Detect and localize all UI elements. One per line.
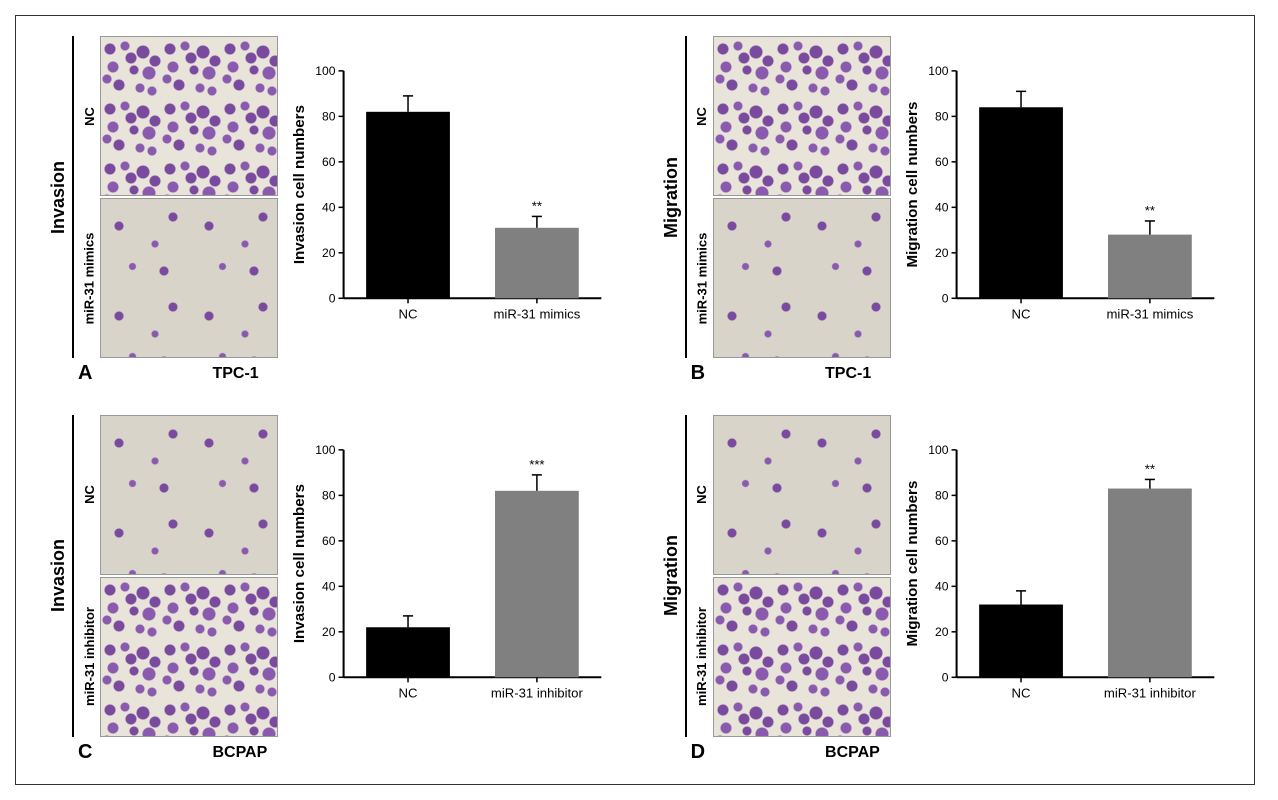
side-label-text: Migration bbox=[661, 535, 682, 616]
svg-text:miR-31 mimics: miR-31 mimics bbox=[1106, 307, 1193, 322]
svg-text:Invasion cell numbers: Invasion cell numbers bbox=[291, 484, 308, 643]
panel-A: Invasion NC miR-31 mimics 0 20 40 60 80 100 bbox=[46, 36, 611, 385]
panel-letter: D bbox=[691, 741, 705, 764]
svg-text:miR-31 inhibitor: miR-31 inhibitor bbox=[491, 685, 584, 700]
panel-D: Migration NC miR-31 inhibitor 02040608 bbox=[659, 415, 1224, 764]
image-top-label: NC bbox=[78, 109, 100, 124]
image-bottom-label: miR-31 mimics bbox=[78, 271, 100, 286]
svg-text:40: 40 bbox=[935, 200, 949, 214]
panel-A-side-label: Invasion bbox=[46, 36, 74, 358]
figure-row-bottom: Invasion NC miR-31 inhibitor 0 20 40 60 80 bbox=[46, 415, 1224, 764]
svg-text:**: ** bbox=[532, 198, 542, 213]
panel-letter: C bbox=[78, 741, 92, 764]
svg-text:**: ** bbox=[1144, 461, 1154, 476]
svg-text:40: 40 bbox=[322, 200, 336, 214]
svg-text:***: *** bbox=[529, 456, 544, 471]
svg-text:100: 100 bbox=[928, 442, 948, 456]
panel-D-images: NC miR-31 inhibitor bbox=[691, 415, 891, 737]
cell-line-label: BCPAP bbox=[825, 744, 880, 762]
panel-D-chart: 0 20 40 60 80 100 NC miR-31 inhibitor ** Migratio… bbox=[901, 415, 1224, 737]
panel-letter: A bbox=[78, 362, 92, 385]
image-top-label: NC bbox=[691, 487, 713, 502]
svg-text:20: 20 bbox=[935, 246, 949, 260]
svg-text:miR-31 inhibitor: miR-31 inhibitor bbox=[1103, 685, 1196, 700]
svg-text:60: 60 bbox=[322, 533, 336, 547]
svg-text:0: 0 bbox=[941, 670, 948, 684]
svg-text:**: ** bbox=[1144, 203, 1154, 218]
panel-B: Migration NC miR-31 mimics 02040608010 bbox=[659, 36, 1224, 385]
svg-text:100: 100 bbox=[315, 442, 335, 456]
micrograph-D-top bbox=[713, 415, 891, 575]
image-bottom-label: miR-31 inhibitor bbox=[691, 649, 713, 664]
svg-text:NC: NC bbox=[1011, 685, 1030, 700]
panel-C: Invasion NC miR-31 inhibitor 0 20 40 60 80 bbox=[46, 415, 611, 764]
side-label-text: Migration bbox=[661, 157, 682, 238]
panel-B-images: NC miR-31 mimics bbox=[691, 36, 891, 358]
svg-text:80: 80 bbox=[935, 488, 949, 502]
svg-text:80: 80 bbox=[322, 109, 336, 123]
svg-text:Migration cell numbers: Migration cell numbers bbox=[904, 102, 921, 268]
panel-C-images: NC miR-31 inhibitor bbox=[78, 415, 278, 737]
svg-text:60: 60 bbox=[322, 155, 336, 169]
svg-text:100: 100 bbox=[928, 64, 948, 78]
micrograph-B-bottom bbox=[713, 198, 891, 358]
panel-B-side-label: Migration bbox=[659, 36, 687, 358]
image-top-label: NC bbox=[691, 109, 713, 124]
image-bottom-label: miR-31 mimics bbox=[691, 271, 713, 286]
panel-D-side-label: Migration bbox=[659, 415, 687, 737]
svg-text:NC: NC bbox=[1011, 307, 1030, 322]
svg-text:40: 40 bbox=[322, 579, 336, 593]
svg-text:miR-31 mimics: miR-31 mimics bbox=[494, 307, 581, 322]
panel-A-chart: 0 20 40 60 80 100 NC miR-31 mimics ** Invasion ce… bbox=[288, 36, 611, 358]
image-top-label: NC bbox=[78, 487, 100, 502]
panel-C-chart: 0 20 40 60 80 100 NC miR-31 inhibitor *** Invasio… bbox=[288, 415, 611, 737]
svg-text:60: 60 bbox=[935, 533, 949, 547]
svg-text:NC: NC bbox=[399, 307, 418, 322]
svg-text:20: 20 bbox=[935, 624, 949, 638]
cell-line-label: TPC-1 bbox=[212, 365, 258, 383]
panel-A-images: NC miR-31 mimics bbox=[78, 36, 278, 358]
micrograph-A-bottom bbox=[100, 198, 278, 358]
svg-text:20: 20 bbox=[322, 624, 336, 638]
svg-text:20: 20 bbox=[322, 246, 336, 260]
svg-text:0: 0 bbox=[329, 670, 336, 684]
svg-text:0: 0 bbox=[941, 291, 948, 305]
cell-line-label: BCPAP bbox=[212, 744, 267, 762]
panel-letter: B bbox=[691, 362, 705, 385]
svg-text:80: 80 bbox=[322, 488, 336, 502]
svg-text:Invasion cell numbers: Invasion cell numbers bbox=[291, 105, 308, 264]
panel-C-side-label: Invasion bbox=[46, 415, 74, 737]
svg-text:NC: NC bbox=[399, 685, 418, 700]
svg-text:Migration cell numbers: Migration cell numbers bbox=[904, 480, 921, 646]
side-label-text: Invasion bbox=[49, 161, 70, 234]
figure-container: Invasion NC miR-31 mimics 0 20 40 60 80 100 bbox=[15, 15, 1255, 785]
cell-line-label: TPC-1 bbox=[825, 365, 871, 383]
svg-text:40: 40 bbox=[935, 579, 949, 593]
micrograph-C-bottom bbox=[100, 577, 278, 737]
side-label-text: Invasion bbox=[49, 539, 70, 612]
svg-text:80: 80 bbox=[935, 109, 949, 123]
svg-text:0: 0 bbox=[329, 291, 336, 305]
panel-B-chart: 0 20 40 60 80 100 NC miR-31 mimics ** Migration c… bbox=[901, 36, 1224, 358]
svg-text:60: 60 bbox=[935, 155, 949, 169]
micrograph-A-top bbox=[100, 36, 278, 196]
image-bottom-label: miR-31 inhibitor bbox=[78, 649, 100, 664]
micrograph-B-top bbox=[713, 36, 891, 196]
figure-row-top: Invasion NC miR-31 mimics 0 20 40 60 80 100 bbox=[46, 36, 1224, 385]
micrograph-C-top bbox=[100, 415, 278, 575]
micrograph-D-bottom bbox=[713, 577, 891, 737]
svg-text:100: 100 bbox=[315, 64, 335, 78]
